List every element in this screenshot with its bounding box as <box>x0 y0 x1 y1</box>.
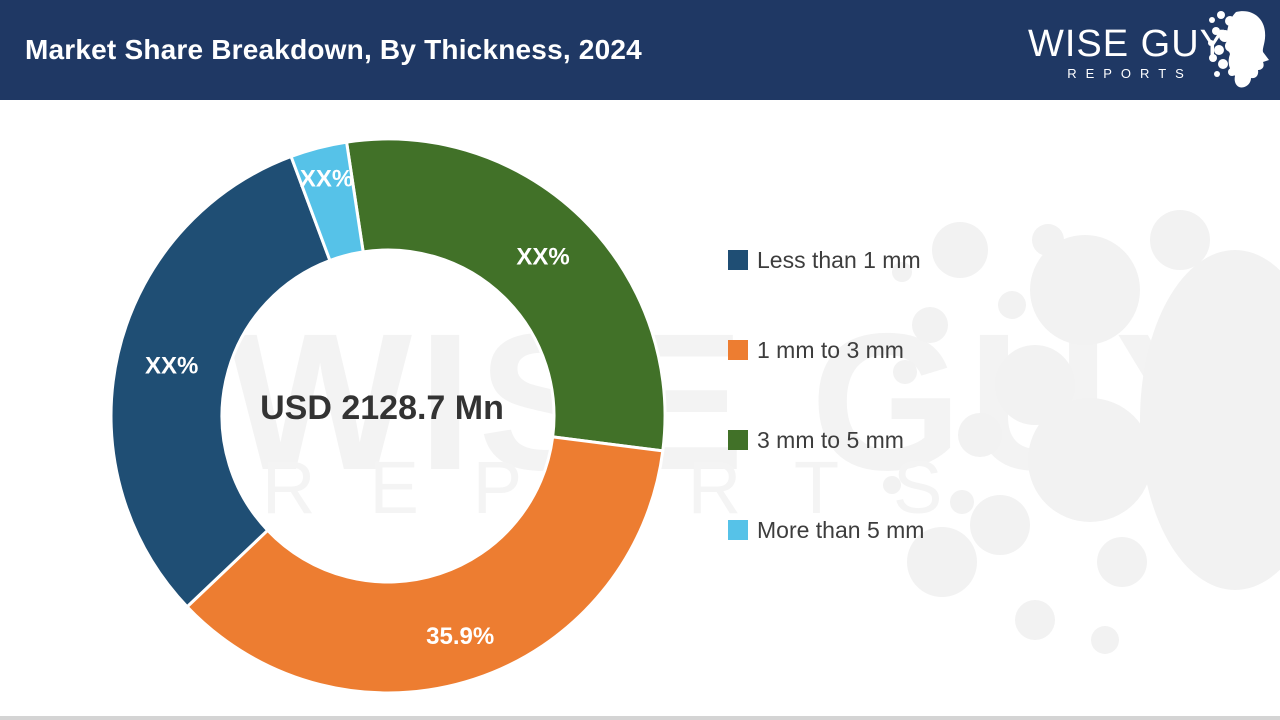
donut-center-value: USD 2128.7 Mn <box>260 389 504 427</box>
legend-label: Less than 1 mm <box>757 247 921 273</box>
legend-item-3mm-to-5mm: 3 mm to 5 mm <box>728 428 924 452</box>
logo-subtitle: REPORTS <box>1067 66 1193 81</box>
header-bar: Market Share Breakdown, By Thickness, 20… <box>0 0 1280 100</box>
donut-segment-2 <box>345 137 667 453</box>
page-title: Market Share Breakdown, By Thickness, 20… <box>25 34 642 65</box>
bottom-divider <box>0 716 1280 720</box>
legend-swatch-icon <box>728 520 748 540</box>
segment-percent-label-3: XX% <box>300 165 353 192</box>
logo-text: WISE GUY REPORTS <box>1028 24 1226 82</box>
donut-segment-3 <box>289 140 365 262</box>
legend-label: 1 mm to 3 mm <box>757 337 904 363</box>
segment-percent-label-1: 35.9% <box>426 623 494 650</box>
legend-item-more-than-5mm: More than 5 mm <box>728 518 924 542</box>
legend-label: 3 mm to 5 mm <box>757 427 904 453</box>
legend-item-less-than-1mm: Less than 1 mm <box>728 248 924 272</box>
chart-legend: Less than 1 mm 1 mm to 3 mm 3 mm to 5 mm… <box>728 248 924 608</box>
watermark-layer: WISE GUY REPORTS <box>0 100 1280 716</box>
legend-item-1mm-to-3mm: 1 mm to 3 mm <box>728 338 924 362</box>
segment-percent-label-0: XX% <box>145 353 198 380</box>
logo-wordmark: WISE GUY <box>1028 23 1227 65</box>
legend-swatch-icon <box>728 340 748 360</box>
chart-area: WISE GUY REPORTS XX% 35.9% XX% XX% <box>0 100 1280 716</box>
watermark-face-dots <box>883 210 1280 654</box>
segment-percent-label-2: XX% <box>516 244 569 271</box>
logo-face-icon <box>1208 11 1269 88</box>
donut-segment-1 <box>185 435 665 695</box>
donut-segment-0 <box>109 155 332 609</box>
legend-swatch-icon <box>728 430 748 450</box>
legend-label: More than 5 mm <box>757 517 925 543</box>
donut-chart: XX% 35.9% XX% XX% <box>109 137 667 695</box>
legend-swatch-icon <box>728 250 748 270</box>
wise-guy-reports-logo: WISE GUY REPORTS <box>1020 8 1270 92</box>
